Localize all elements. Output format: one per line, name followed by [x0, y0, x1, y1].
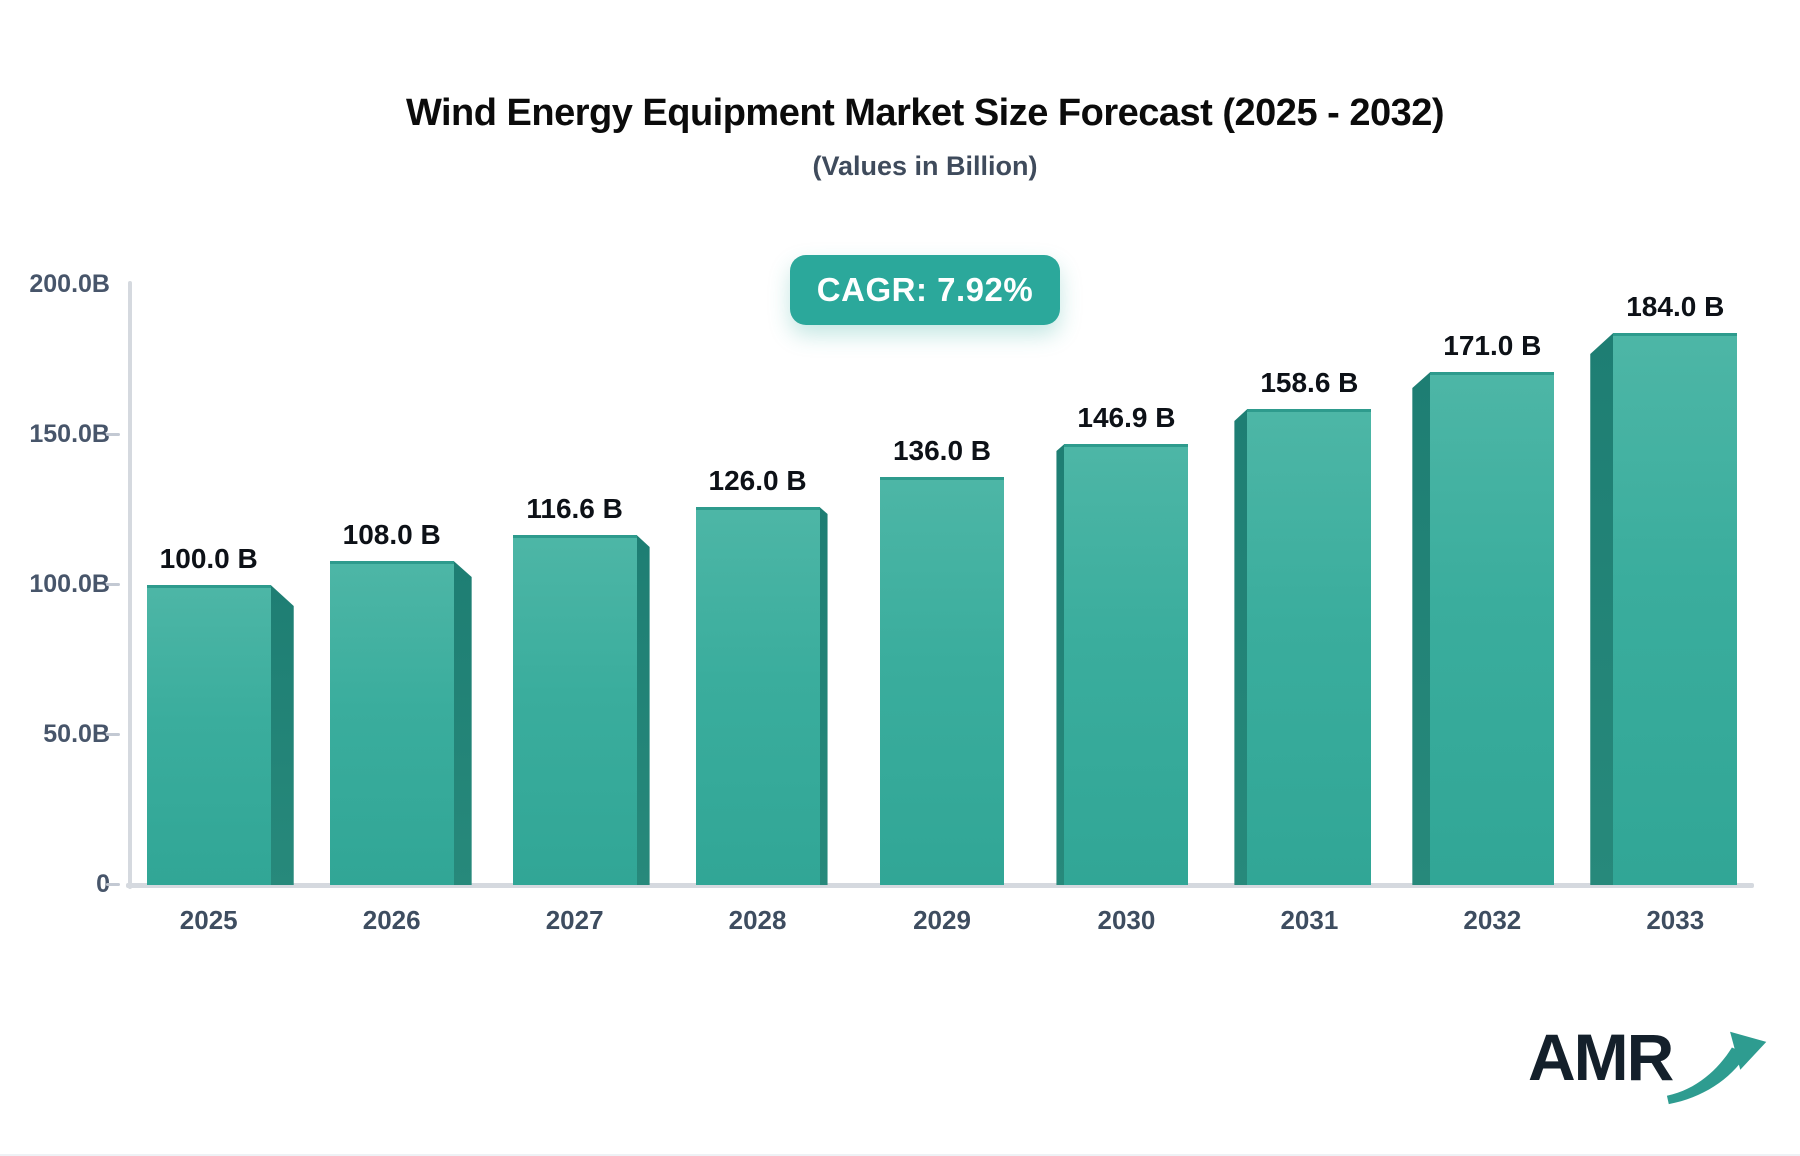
- y-axis-tick-mark: [106, 433, 120, 436]
- bar-side-face: [1056, 444, 1065, 885]
- bar-2025: [146, 585, 271, 885]
- y-axis-tick-mark: [106, 583, 120, 586]
- x-axis-label: 2030: [1097, 905, 1156, 935]
- chart-subtitle: (Values in Billion): [812, 151, 1038, 181]
- x-axis-label: 2025: [179, 905, 238, 935]
- bar-side-face: [1590, 333, 1614, 885]
- bar-2033: [1613, 333, 1738, 885]
- bar-2030: [1064, 444, 1189, 885]
- growth-arrow-icon: [1667, 1031, 1767, 1105]
- bar-value-label: 100.0 B: [159, 543, 258, 574]
- x-axis-label: 2032: [1463, 905, 1522, 935]
- y-axis-tick-label: 150.0B: [29, 420, 110, 448]
- x-axis-label: 2026: [362, 905, 421, 935]
- x-axis-line: [126, 883, 1754, 888]
- x-axis-label: 2031: [1280, 905, 1339, 935]
- bar-side-face: [1412, 372, 1431, 885]
- cagr-badge: CAGR: 7.92%: [790, 255, 1060, 325]
- y-axis-tick-label: 200.0B: [29, 270, 110, 298]
- y-axis-tick-mark: [106, 883, 120, 886]
- bar-2031: [1247, 409, 1372, 885]
- cagr-badge-label: CAGR: 7.92%: [816, 271, 1034, 308]
- bar-2032: [1430, 372, 1555, 885]
- amr-logo: AMR: [1528, 1020, 1770, 1106]
- bar-2027: [512, 535, 637, 885]
- bar-2026: [329, 561, 454, 885]
- bar-value-label: 108.0 B: [342, 519, 441, 550]
- amr-logo-text: AMR: [1528, 1020, 1674, 1094]
- bar-side-face: [636, 535, 650, 885]
- y-axis-tick-label: 0: [96, 870, 110, 898]
- bar-side-face: [453, 561, 472, 885]
- y-axis-tick-label: 50.0B: [43, 720, 110, 748]
- bar-side-face: [270, 585, 294, 885]
- bar-side-face: [1234, 409, 1248, 885]
- bar-value-label: 116.6 B: [526, 493, 623, 524]
- x-axis-label: 2027: [545, 905, 604, 935]
- x-axis-label: 2033: [1646, 905, 1705, 935]
- bar-value-label: 126.0 B: [708, 465, 807, 496]
- bar-2029: [880, 477, 1004, 885]
- bar-value-label: 158.6 B: [1260, 367, 1359, 398]
- chart-title: Wind Energy Equipment Market Size Foreca…: [405, 92, 1445, 134]
- bar-value-label: 184.0 B: [1626, 291, 1725, 322]
- x-axis-label: 2029: [913, 905, 971, 935]
- x-axis-label: 2028: [728, 905, 787, 935]
- chart-header: Wind Energy Equipment Market Size Foreca…: [50, 92, 1800, 182]
- y-axis-line: [128, 281, 132, 889]
- bar-value-label: 171.0 B: [1443, 330, 1542, 361]
- y-axis-tick-mark: [106, 733, 120, 736]
- bar-side-face: [819, 507, 828, 885]
- bar-value-label: 146.9 B: [1077, 402, 1176, 433]
- y-axis-tick-label: 100.0B: [29, 570, 110, 598]
- bar-2028: [695, 507, 820, 885]
- bar-value-label: 136.0 B: [892, 435, 992, 466]
